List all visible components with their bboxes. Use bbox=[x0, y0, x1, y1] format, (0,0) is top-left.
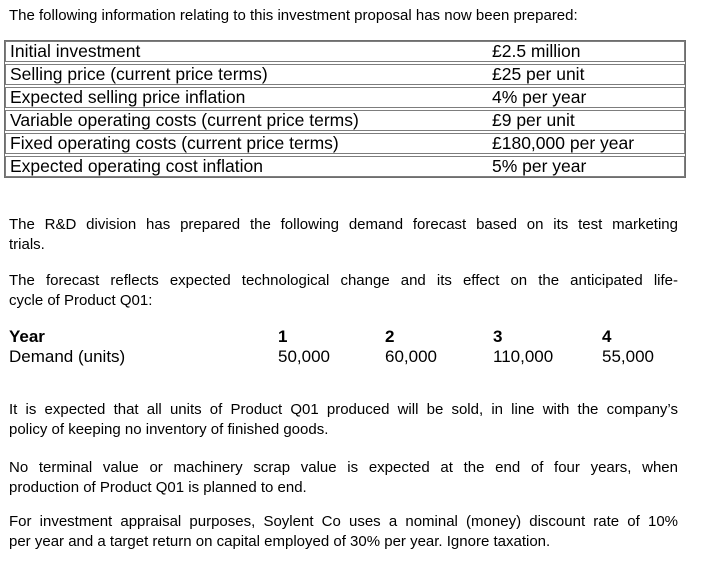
year-4: 4 bbox=[602, 327, 612, 346]
terminal-value-paragraph: No terminal value or machinery scrap val… bbox=[9, 458, 678, 498]
paragraph-line: It is expected that all units of Product… bbox=[9, 401, 678, 418]
year-3: 3 bbox=[493, 327, 503, 346]
paragraph-line: production of Product Q01 is planned to … bbox=[9, 479, 307, 496]
year-1: 1 bbox=[278, 327, 288, 346]
paragraph-line: The R&D division has prepared the follow… bbox=[9, 216, 678, 233]
table-row-initial-investment: Initial investment £2.5 million bbox=[5, 41, 685, 62]
demand-year-4: 55,000 bbox=[602, 347, 654, 366]
row-label: Expected selling price inflation bbox=[10, 87, 246, 107]
sold-paragraph: It is expected that all units of Product… bbox=[9, 400, 678, 440]
row-value: £2.5 million bbox=[492, 41, 581, 61]
demand-forecast-table: Year 1 2 3 4 Demand (units) 50,000 60,00… bbox=[9, 327, 709, 367]
demand-year-2: 60,000 bbox=[385, 347, 437, 366]
row-value: 5% per year bbox=[492, 156, 587, 176]
row-value: £9 per unit bbox=[492, 110, 575, 130]
table-row-selling-price: Selling price (current price terms) £25 … bbox=[5, 64, 685, 85]
year-row: Year 1 2 3 4 bbox=[9, 327, 709, 347]
paragraph-line: The forecast reflects expected technolog… bbox=[9, 272, 678, 289]
demand-row: Demand (units) 50,000 60,000 110,000 55,… bbox=[9, 347, 709, 367]
row-label: Fixed operating costs (current price ter… bbox=[10, 133, 339, 153]
demand-row-label: Demand (units) bbox=[9, 347, 126, 366]
intro-paragraph: The following information relating to th… bbox=[9, 7, 578, 24]
row-value: 4% per year bbox=[492, 87, 587, 107]
row-value: £25 per unit bbox=[492, 64, 585, 84]
paragraph-line: per year and a target return on capital … bbox=[9, 533, 551, 550]
forecast-paragraph: The forecast reflects expected technolog… bbox=[9, 271, 678, 311]
demand-year-1: 50,000 bbox=[278, 347, 330, 366]
paragraph-line: policy of keeping no inventory of finish… bbox=[9, 421, 329, 438]
rnd-paragraph: The R&D division has prepared the follow… bbox=[9, 215, 678, 255]
table-row-variable-costs: Variable operating costs (current price … bbox=[5, 110, 685, 131]
paragraph-line: trials. bbox=[9, 236, 45, 253]
table-row-fixed-costs: Fixed operating costs (current price ter… bbox=[5, 133, 685, 154]
year-2: 2 bbox=[385, 327, 395, 346]
paragraph-line: cycle of Product Q01: bbox=[9, 292, 153, 309]
year-row-label: Year bbox=[9, 327, 45, 346]
appraisal-paragraph: For investment appraisal purposes, Soyle… bbox=[9, 512, 678, 552]
table-row-operating-cost-inflation: Expected operating cost inflation 5% per… bbox=[5, 156, 685, 177]
demand-year-3: 110,000 bbox=[493, 347, 554, 366]
row-label: Variable operating costs (current price … bbox=[10, 110, 359, 130]
row-label: Selling price (current price terms) bbox=[10, 64, 268, 84]
row-label: Initial investment bbox=[10, 41, 141, 61]
row-label: Expected operating cost inflation bbox=[10, 156, 263, 176]
row-value: £180,000 per year bbox=[492, 133, 635, 153]
table-row-selling-price-inflation: Expected selling price inflation 4% per … bbox=[5, 87, 685, 108]
investment-info-table: Initial investment £2.5 million Selling … bbox=[4, 40, 686, 178]
paragraph-line: For investment appraisal purposes, Soyle… bbox=[9, 513, 678, 530]
paragraph-line: No terminal value or machinery scrap val… bbox=[9, 459, 678, 476]
